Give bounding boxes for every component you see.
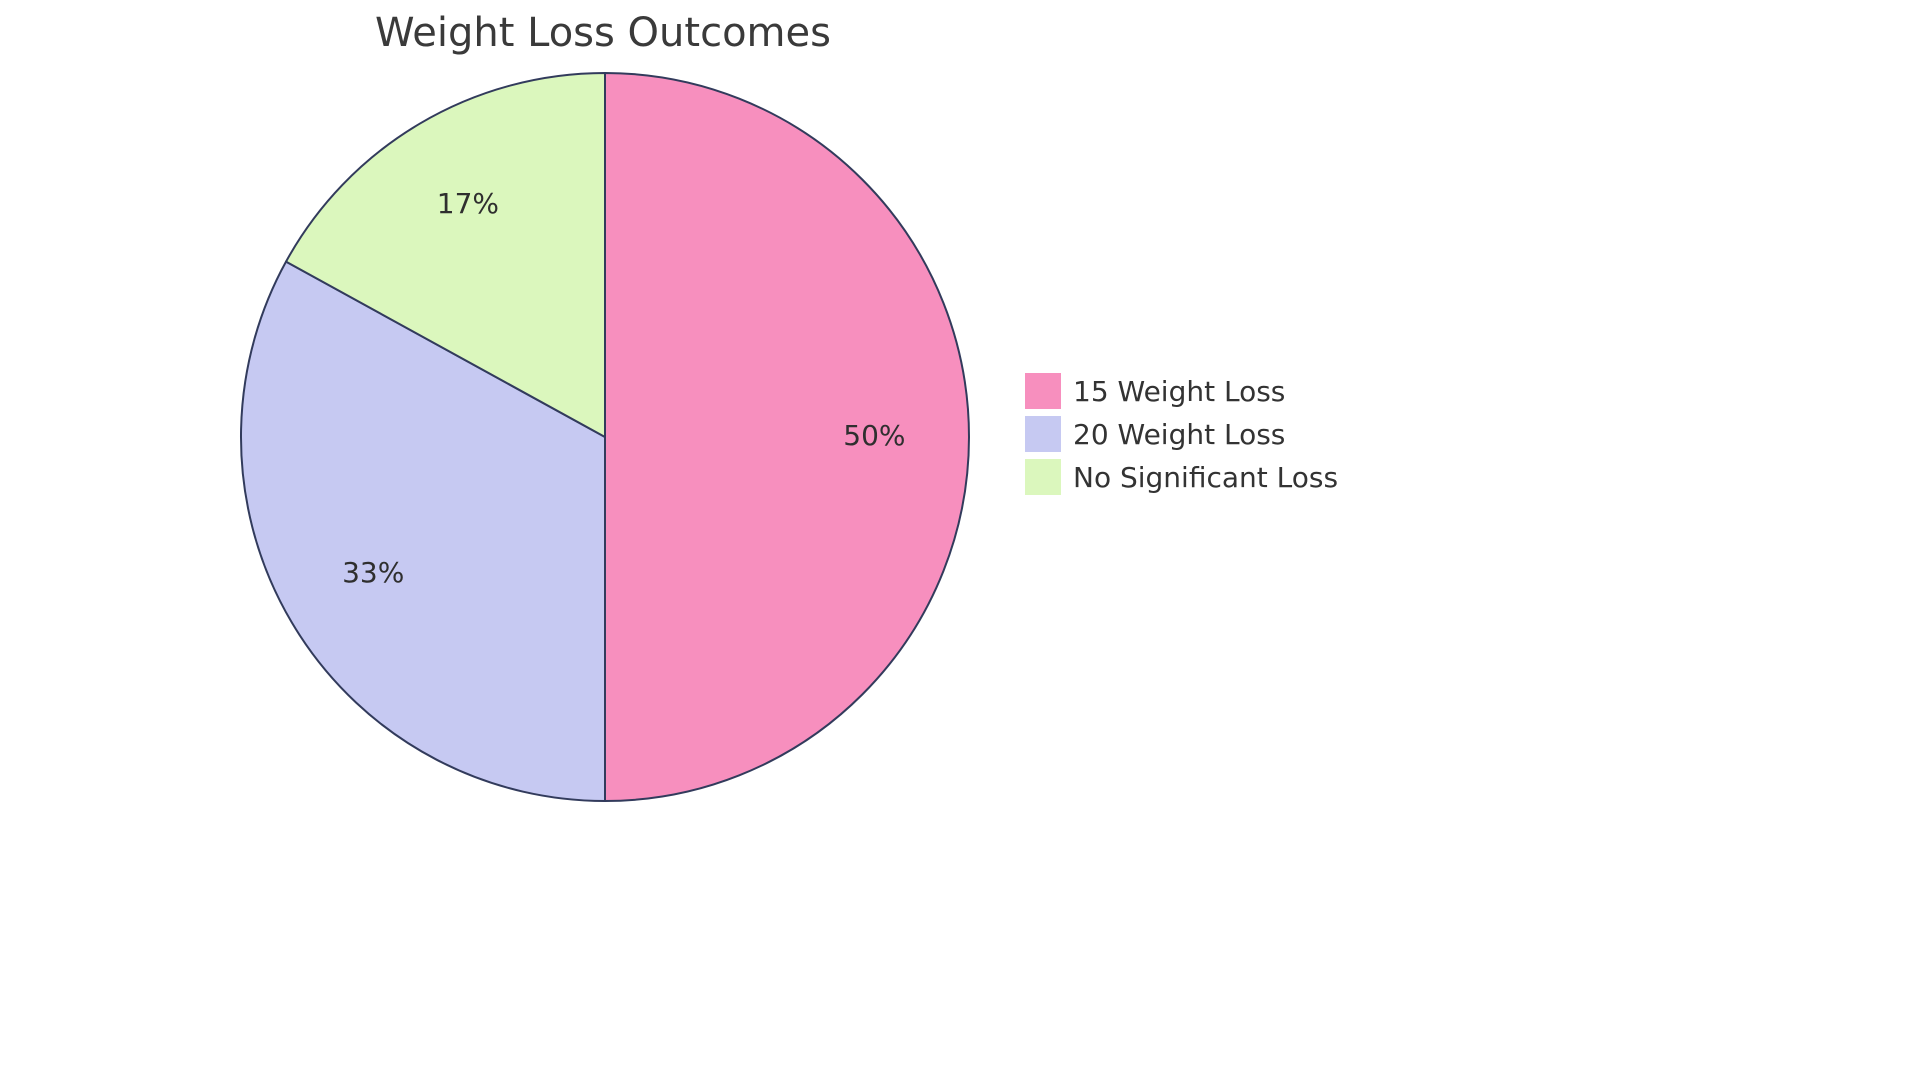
pie-slice-percentage-label: 33% xyxy=(342,556,404,589)
pie-labels-group: 50% 33% 17% xyxy=(342,187,905,589)
pie-slice xyxy=(285,72,606,438)
legend-row: No Significant Loss xyxy=(1025,459,1338,495)
pie-slice-percentage-label: 17% xyxy=(437,187,499,220)
chart-title: Weight Loss Outcomes xyxy=(375,10,831,56)
legend-label: No Significant Loss xyxy=(1073,460,1339,494)
chart-legend: 15 Weight Loss 20 Weight Loss No Significa… xyxy=(1025,373,1338,495)
legend-row: 15 Weight Loss xyxy=(1025,373,1338,409)
legend-row: 20 Weight Loss xyxy=(1025,416,1338,452)
legend-color-swatch xyxy=(1025,416,1061,452)
pie-slice-percentage-label: 50% xyxy=(843,419,905,452)
legend-color-swatch xyxy=(1025,459,1061,495)
pie-slices-group xyxy=(240,72,970,802)
pie-slice xyxy=(240,260,606,802)
legend-color-swatch xyxy=(1025,373,1061,409)
legend-label: 20 Weight Loss xyxy=(1073,417,1286,451)
legend-label: 15 Weight Loss xyxy=(1073,374,1286,408)
pie-slice xyxy=(604,72,970,802)
